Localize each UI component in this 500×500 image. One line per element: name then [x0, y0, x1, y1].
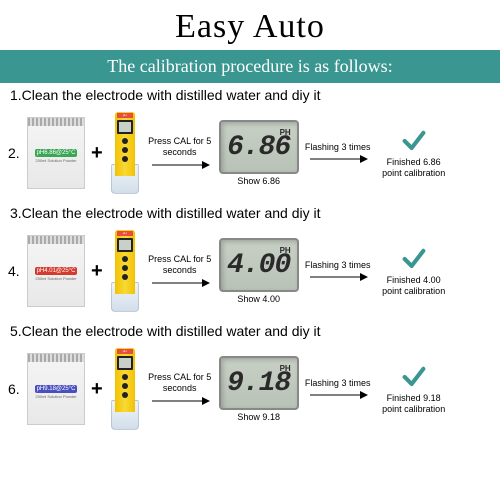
packet-sub-label: 250ml Solution Powder	[35, 159, 76, 164]
page-title: Easy Auto	[0, 0, 500, 50]
lcd-display: 6.86PHShow 6.86	[219, 120, 299, 186]
ph-meter-icon: pH	[109, 112, 141, 194]
plus-icon: +	[88, 378, 106, 401]
show-label: Show 4.00	[237, 294, 280, 304]
clean-instruction: 3.Clean the electrode with distilled wat…	[0, 201, 500, 223]
flash-instruction: Flashing 3 times	[302, 142, 374, 165]
ph-meter-icon: pH	[109, 348, 141, 430]
lcd-ph-label: PH	[280, 246, 291, 255]
packet-sub-label: 250ml Solution Powder	[35, 395, 76, 400]
clean-instruction: 5.Clean the electrode with distilled wat…	[0, 319, 500, 341]
check-icon	[400, 363, 428, 391]
clean-instruction: 1.Clean the electrode with distilled wat…	[0, 83, 500, 105]
finished-label: Finished 4.00 point calibration	[377, 275, 451, 297]
lcd-display: 9.18PHShow 9.18	[219, 356, 299, 422]
lcd-ph-label: PH	[280, 128, 291, 137]
step-number: 4.	[8, 263, 24, 279]
packet-ph-label: pH4.01@25°C	[35, 267, 78, 275]
buffer-packet-icon: pH6.86@25°C 250ml Solution Powder	[27, 117, 85, 189]
step-number: 2.	[8, 145, 24, 161]
calibration-step-row: 2. pH6.86@25°C 250ml Solution Powder +pHPre…	[0, 105, 500, 201]
packet-sub-label: 250ml Solution Powder	[35, 277, 76, 282]
buffer-packet-icon: pH9.18@25°C 250ml Solution Powder	[27, 353, 85, 425]
packet-ph-label: pH6.86@25°C	[35, 149, 78, 157]
finished-block: Finished 9.18 point calibration	[377, 363, 451, 415]
step-number: 6.	[8, 381, 24, 397]
ph-meter-icon: pH	[109, 230, 141, 312]
calibration-step-row: 4. pH4.01@25°C 250ml Solution Powder +pHPre…	[0, 223, 500, 319]
press-instruction: Press CAL for 5 seconds	[144, 372, 216, 406]
lcd-display: 4.00PHShow 4.00	[219, 238, 299, 304]
finished-block: Finished 6.86 point calibration	[377, 127, 451, 179]
press-instruction: Press CAL for 5 seconds	[144, 136, 216, 170]
plus-icon: +	[88, 260, 106, 283]
buffer-packet-icon: pH4.01@25°C 250ml Solution Powder	[27, 235, 85, 307]
show-label: Show 6.86	[237, 176, 280, 186]
finished-block: Finished 4.00 point calibration	[377, 245, 451, 297]
calibration-step-row: 6. pH9.18@25°C 250ml Solution Powder +pHPre…	[0, 341, 500, 437]
show-label: Show 9.18	[237, 412, 280, 422]
banner-subtitle: The calibration procedure is as follows:	[0, 50, 500, 83]
lcd-ph-label: PH	[280, 364, 291, 373]
finished-label: Finished 6.86 point calibration	[377, 157, 451, 179]
packet-ph-label: pH9.18@25°C	[35, 385, 78, 393]
press-instruction: Press CAL for 5 seconds	[144, 254, 216, 288]
check-icon	[400, 127, 428, 155]
check-icon	[400, 245, 428, 273]
plus-icon: +	[88, 142, 106, 165]
flash-instruction: Flashing 3 times	[302, 260, 374, 283]
flash-instruction: Flashing 3 times	[302, 378, 374, 401]
finished-label: Finished 9.18 point calibration	[377, 393, 451, 415]
